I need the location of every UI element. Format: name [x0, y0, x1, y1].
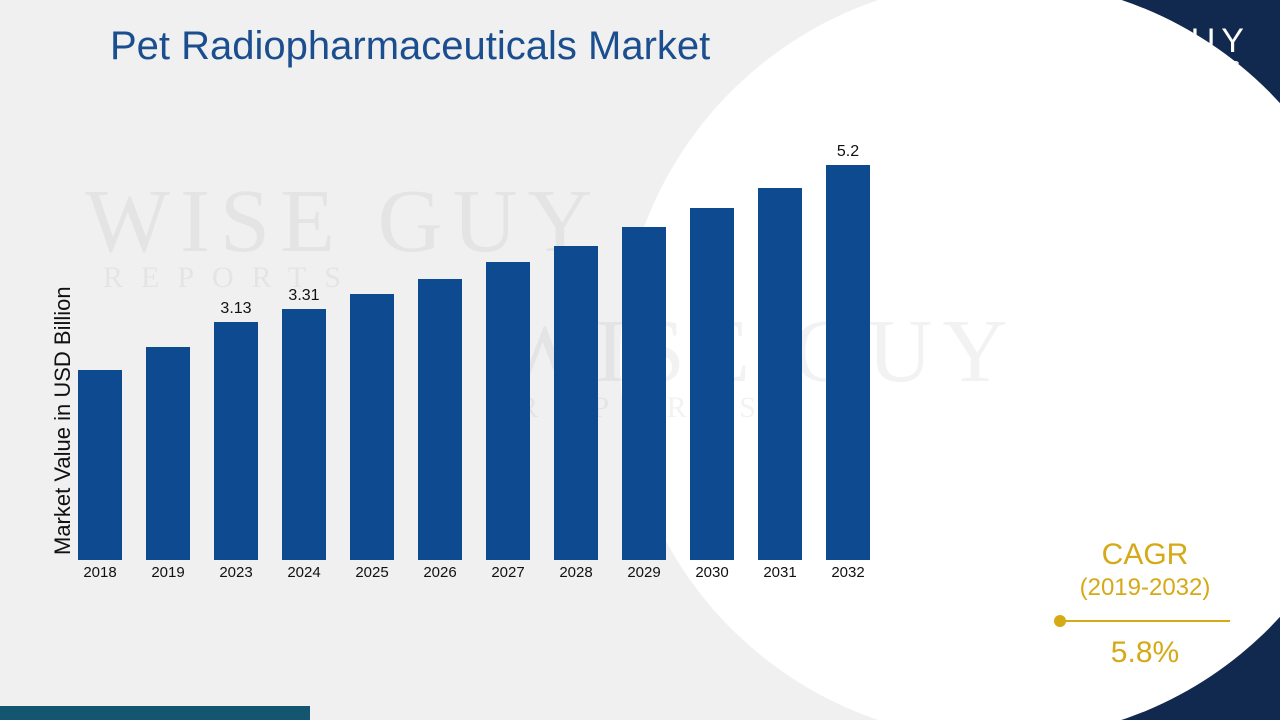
logo-line-2: R E P O R T S [1017, 59, 1250, 77]
footer-accent-bar [0, 706, 310, 720]
bar-rect [554, 246, 598, 560]
bar [146, 347, 190, 560]
bar [486, 262, 530, 560]
bar-chart: 3.133.315.2 2018201920232024202520262027… [78, 150, 888, 590]
logo-line-1: WISE GUY [1017, 22, 1250, 61]
bar-rect [146, 347, 190, 560]
bar [554, 246, 598, 560]
cagr-divider [1060, 620, 1230, 622]
cagr-line-dot [1054, 615, 1066, 627]
cagr-panel: CAGR (2019-2032) 5.8% [1010, 538, 1280, 670]
bar [350, 294, 394, 560]
y-axis-label: Market Value in USD Billion [50, 286, 76, 555]
bar-rect [282, 309, 326, 560]
x-tick-label: 2030 [682, 564, 742, 581]
x-tick-label: 2018 [70, 564, 130, 581]
x-tick-label: 2029 [614, 564, 674, 581]
x-tick-label: 2027 [478, 564, 538, 581]
bar-rect [758, 188, 802, 560]
bar [690, 208, 734, 560]
x-tick-label: 2019 [138, 564, 198, 581]
x-tick-label: 2024 [274, 564, 334, 581]
bar-rect [78, 370, 122, 560]
bar-rect [350, 294, 394, 560]
bar-rect [690, 208, 734, 560]
x-tick-label: 2031 [750, 564, 810, 581]
cagr-value: 5.8% [1010, 636, 1280, 670]
bar: 3.31 [282, 287, 326, 560]
bar [78, 370, 122, 560]
bar: 5.2 [826, 143, 870, 560]
bar-rect [214, 322, 258, 560]
bar [758, 188, 802, 560]
cagr-range: (2019-2032) [1010, 574, 1280, 602]
bar: 3.13 [214, 300, 258, 560]
bar-value-label: 3.13 [220, 300, 251, 318]
chart-title: Pet Radiopharmaceuticals Market [110, 24, 710, 69]
bar-rect [826, 165, 870, 560]
cagr-title: CAGR [1010, 538, 1280, 572]
bar-rect [486, 262, 530, 560]
bar [418, 279, 462, 560]
bar-rect [418, 279, 462, 560]
bar [622, 227, 666, 560]
x-tick-label: 2025 [342, 564, 402, 581]
brand-logo: WISE GUY R E P O R T S [1017, 22, 1250, 77]
x-tick-label: 2023 [206, 564, 266, 581]
bar-value-label: 3.31 [288, 287, 319, 305]
x-tick-label: 2026 [410, 564, 470, 581]
plot-area: 3.133.315.2 [78, 150, 888, 560]
bar-value-label: 5.2 [837, 143, 859, 161]
x-tick-label: 2032 [818, 564, 878, 581]
bar-rect [622, 227, 666, 560]
x-tick-label: 2028 [546, 564, 606, 581]
infographic-stage: WISE GUY REPORTS WISE GUY REPORTS Pet Ra… [0, 0, 1280, 720]
